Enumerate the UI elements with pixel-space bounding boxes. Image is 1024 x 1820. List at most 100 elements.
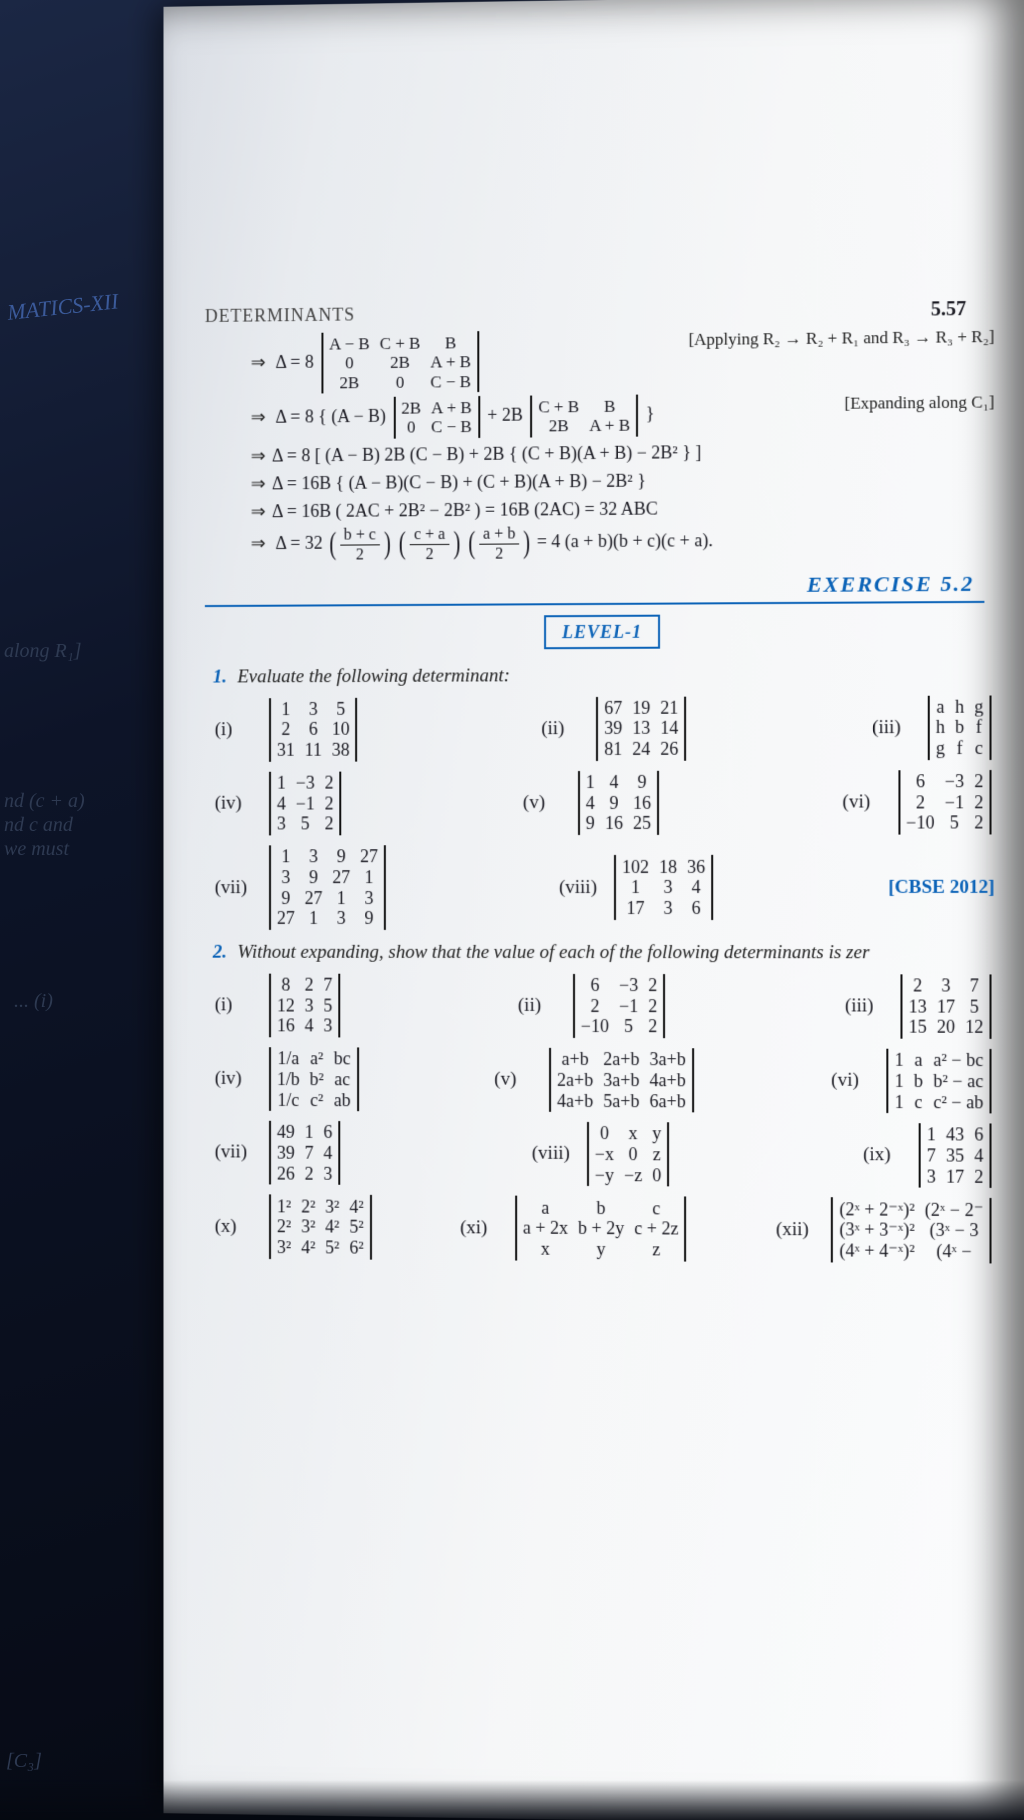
q2-x: (x) 1²2²3²4²2²3²4²5²3²4²5²6² bbox=[215, 1195, 375, 1260]
q1-ii: (ii) 671921391314812426 bbox=[541, 696, 689, 761]
determinant: 1²2²3²4²2²3²4²5²3²4²5²6² bbox=[269, 1195, 372, 1260]
part-label: (v) bbox=[494, 1067, 538, 1093]
page-number: 5.57 bbox=[931, 296, 966, 324]
determinant: 6−322−12−1052 bbox=[898, 770, 991, 835]
q1-vi: (vi) 6−322−12−1052 bbox=[843, 770, 995, 835]
determinant: abca + 2xb + 2yc + 2zxyz bbox=[515, 1196, 687, 1261]
q2-iv: (iv) 1/aa²bc1/bb²ac1/cc²ab bbox=[215, 1047, 362, 1111]
section-header: DETERMINANTS bbox=[205, 296, 1005, 329]
part-label: (iii) bbox=[845, 993, 889, 1019]
question-prompt: Without expanding, show that the value o… bbox=[237, 942, 869, 963]
determinant: 671921391314812426 bbox=[596, 696, 686, 761]
part-label: (vi) bbox=[843, 789, 887, 815]
q1-v: (v) 149491691625 bbox=[523, 771, 662, 836]
determinant: 1352610311138 bbox=[269, 697, 358, 761]
margin-note-wemust: we must bbox=[4, 838, 69, 861]
deriv-line-6: ⇒ Δ = 32 (b + c2) (c + a2) (a + b2) = 4 … bbox=[244, 523, 1004, 563]
determinant: ahghbfgfc bbox=[928, 695, 992, 760]
deriv-line-5: ⇒Δ = 16B ( 2AC + 2B² − 2B² ) = 16B (2AC)… bbox=[244, 494, 1004, 524]
determinant: 0xy−x0z−y−z0 bbox=[587, 1122, 669, 1187]
text: + 2B bbox=[487, 405, 523, 425]
text: Δ = 16B ( 2AC + 2B² − 2B² ) = 16B (2AC) … bbox=[272, 499, 658, 522]
text: Δ = 8 bbox=[275, 352, 313, 372]
q1-vii: (vii) 13927392719271327139 bbox=[215, 845, 389, 930]
q1-text: 1. Evaluate the following determinant: bbox=[213, 661, 1005, 690]
part-label: (i) bbox=[215, 717, 258, 743]
margin-note-along-r1: along R₁] bbox=[4, 640, 82, 663]
q1-viii: (viii) 10218361341736 bbox=[559, 855, 716, 919]
q2-xii: (xii) (2ˣ + 2⁻ˣ)²(2ˣ − 2⁻(3ˣ + 3⁻ˣ)²(3ˣ −… bbox=[776, 1197, 995, 1263]
margin-note-i: ... (i) bbox=[14, 990, 53, 1013]
part-label: (iii) bbox=[872, 715, 916, 741]
fraction: c + a2 bbox=[410, 526, 449, 562]
fraction: b + c2 bbox=[340, 527, 380, 563]
part-label: (iv) bbox=[215, 1066, 258, 1092]
determinant: 143673543172 bbox=[919, 1123, 992, 1188]
level-badge-wrap: LEVEL-1 bbox=[205, 612, 1005, 650]
q2-i: (i) 82712351643 bbox=[215, 973, 344, 1037]
q2-row-c: (vii) 491639742623 (viii) 0xy−x0z−y−z0 (ix… bbox=[215, 1121, 1005, 1189]
textbook-page: 5.57 DETERMINANTS ⇒ Δ = 8 A − BC + BB02B… bbox=[163, 0, 1024, 1820]
deriv-line-4: ⇒Δ = 16B { (A − B)(C − B) + (C + B)(A + … bbox=[244, 466, 1004, 496]
book-edge-label: MATICS-XII bbox=[6, 288, 120, 326]
part-label: (xi) bbox=[460, 1215, 504, 1241]
determinant: 6−322−12−1052 bbox=[573, 974, 665, 1038]
text: } bbox=[646, 403, 655, 423]
part-label: (ii) bbox=[541, 716, 585, 742]
determinant: 1−324−12352 bbox=[269, 771, 341, 835]
text: Δ = 32 bbox=[275, 533, 322, 553]
part-label: (viii) bbox=[532, 1141, 576, 1167]
q2-text: 2. Without expanding, show that the valu… bbox=[213, 940, 1005, 966]
determinant: 491639742623 bbox=[269, 1121, 340, 1185]
determinant: 149491691625 bbox=[578, 771, 659, 835]
determinant: 2BA + B0C − B bbox=[393, 396, 479, 438]
q1-row-a: (i)1352610311138 (ii)671921391314812426 … bbox=[215, 695, 1005, 762]
determinant: 23713175152012 bbox=[900, 974, 991, 1039]
part-label: (vii) bbox=[215, 875, 258, 900]
q2-xi: (xi) abca + 2xb + 2yc + 2zxyz bbox=[460, 1196, 689, 1262]
determinant: A − BC + BB02BA + B2B0C − B bbox=[321, 331, 479, 393]
determinant: 10218361341736 bbox=[614, 855, 713, 919]
part-label: (i) bbox=[215, 992, 258, 1018]
determinant: (2ˣ + 2⁻ˣ)²(2ˣ − 2⁻(3ˣ + 3⁻ˣ)²(3ˣ − 3(4ˣ… bbox=[831, 1198, 991, 1263]
q2-vi: (vi)1aa² − bc1bb² − ac1cc² − ab bbox=[831, 1048, 994, 1113]
margin-note-cand: nd c and bbox=[4, 814, 73, 837]
part-label: (x) bbox=[215, 1214, 258, 1240]
determinant: a+b2a+b3a+b2a+b3a+b4a+b4a+b5a+b6a+b bbox=[549, 1048, 694, 1113]
q2-row-d: (x) 1²2²3²4²2²3²4²5²3²4²5²6² (xi) abca + 2… bbox=[215, 1195, 1005, 1264]
part-label: (xii) bbox=[776, 1217, 820, 1243]
q1-iii: (iii) ahghbfgfc bbox=[872, 695, 994, 760]
deriv-line-3: ⇒Δ = 8 [ (A − B) 2B (C − B) + 2B { (C + … bbox=[244, 437, 1004, 467]
level-badge: LEVEL-1 bbox=[544, 614, 660, 649]
part-label: (ii) bbox=[518, 993, 562, 1019]
question-prompt: Evaluate the following determinant: bbox=[237, 665, 510, 687]
determinant: 1/aa²bc1/bb²ac1/cc²ab bbox=[269, 1047, 359, 1111]
q1-i: (i) 1352610311138 bbox=[215, 697, 361, 761]
part-label: (viii) bbox=[559, 875, 603, 901]
q2-row-a: (i) 82712351643 (ii) 6−322−12−1052 (iii) 23… bbox=[215, 973, 1005, 1039]
text: Δ = 8 { (A − B) bbox=[275, 406, 385, 427]
part-label: (ix) bbox=[863, 1143, 907, 1169]
question-number: 2. bbox=[213, 942, 227, 963]
fraction: a + b2 bbox=[479, 526, 519, 562]
determinant: 13927392719271327139 bbox=[269, 845, 386, 930]
cbse-tag: [CBSE 2012] bbox=[888, 874, 994, 900]
determinant: 82712351643 bbox=[269, 973, 340, 1037]
part-label: (vii) bbox=[215, 1140, 258, 1166]
part-label: (v) bbox=[523, 790, 567, 816]
deriv-line-2: ⇒ Δ = 8 { (A − B) 2BA + B0C − B + 2B C +… bbox=[244, 392, 1004, 440]
q2-viii: (viii) 0xy−x0z−y−z0 bbox=[532, 1122, 672, 1187]
shadow-overlay bbox=[0, 1780, 1024, 1820]
q1-iv: (iv)1−324−12352 bbox=[215, 771, 345, 835]
exercise-title: EXERCISE 5.2 bbox=[205, 569, 974, 603]
question-number: 1. bbox=[213, 666, 227, 687]
q1-row-b: (iv)1−324−12352 (v) 149491691625 (vi) 6−32… bbox=[215, 770, 1005, 836]
text: Δ = 16B { (A − B)(C − B) + (C + B)(A + B… bbox=[272, 470, 646, 493]
q2-ix: (ix) 143673543172 bbox=[863, 1123, 995, 1188]
q2-vii: (vii) 491639742623 bbox=[215, 1121, 344, 1185]
text: Δ = 8 [ (A − B) 2B (C − B) + 2B { (C + B… bbox=[272, 442, 701, 465]
annotation: [Applying R₂ → R₂ + R₁ and R₃ → R₃ + R₂] bbox=[688, 326, 994, 352]
q2-v: (v) a+b2a+b3a+b2a+b3a+b4a+b4a+b5a+b6a+b bbox=[494, 1048, 697, 1113]
part-label: (vi) bbox=[831, 1068, 875, 1094]
q2-iii: (iii) 23713175152012 bbox=[845, 974, 995, 1039]
